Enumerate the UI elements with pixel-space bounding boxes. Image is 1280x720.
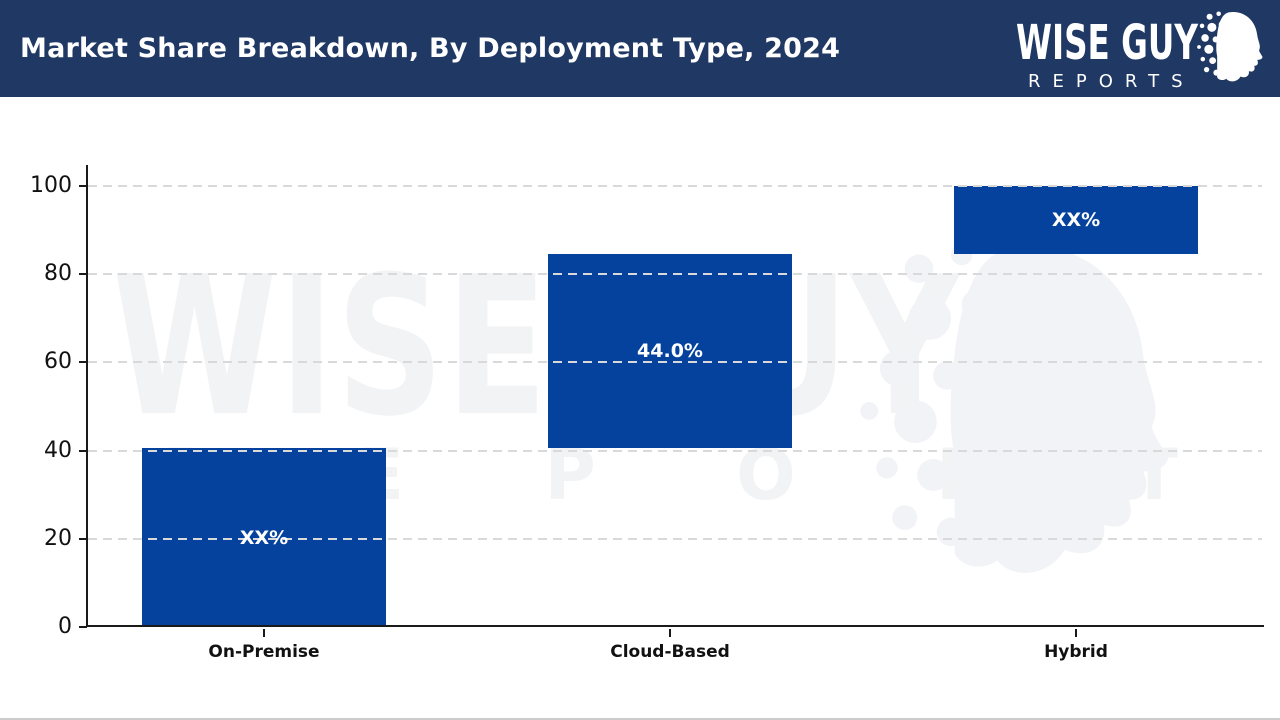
x-category-label-cloud-based: Cloud-Based (610, 642, 730, 662)
gridline-y60 (88, 361, 1262, 364)
y-axis-line (86, 165, 88, 627)
x-tick-mark (669, 629, 671, 637)
y-tick-label: 0 (58, 614, 72, 639)
logo-wordmark: WISE GUY (1016, 15, 1199, 71)
y-tick-mark (79, 537, 87, 540)
x-category-label-hybrid: Hybrid (1044, 642, 1108, 662)
gridline-y100 (88, 185, 1262, 187)
y-tick-mark (79, 273, 87, 276)
chart-plot-area: 0 20 40 60 80 100 XX% On-Premise 44.0% Cloud-Base… (0, 97, 1280, 720)
y-tick-label: 60 (44, 349, 72, 375)
logo-head-icon (1197, 10, 1263, 81)
gridline-y40 (88, 449, 1262, 452)
logo-subtitle: REPORTS (1028, 71, 1195, 92)
bar-value-label: XX% (239, 526, 289, 549)
header-bar: Market Share Breakdown, By Deployment Ty… (0, 0, 1280, 97)
footer-divider (0, 718, 1280, 720)
gridline-y20 (88, 537, 1262, 540)
y-tick-mark (79, 361, 87, 364)
x-tick-mark (263, 629, 265, 637)
bar-cloud-based (548, 254, 792, 449)
bar-on-premise (142, 448, 386, 627)
y-tick-mark (79, 449, 87, 452)
y-tick-label: 100 (30, 173, 72, 198)
x-tick-mark (1075, 629, 1077, 637)
gridline-y80 (88, 273, 1262, 276)
bar-hybrid (954, 186, 1198, 255)
y-tick-label: 20 (44, 525, 72, 551)
y-tick-mark (79, 626, 87, 628)
x-axis-line (86, 625, 1264, 627)
y-tick-label: 40 (44, 437, 72, 463)
bar-value-label: 44.0% (637, 340, 703, 363)
y-tick-mark (79, 185, 87, 187)
y-tick-label: 80 (44, 261, 72, 287)
x-category-label-on-premise: On-Premise (208, 642, 320, 662)
wiseguy-logo: WISE GUY REPORTS (1016, 10, 1263, 92)
bar-value-label: XX% (1051, 209, 1101, 232)
watermark-wordmark: WISE GUY (112, 236, 961, 459)
page-title: Market Share Breakdown, By Deployment Ty… (20, 33, 841, 64)
